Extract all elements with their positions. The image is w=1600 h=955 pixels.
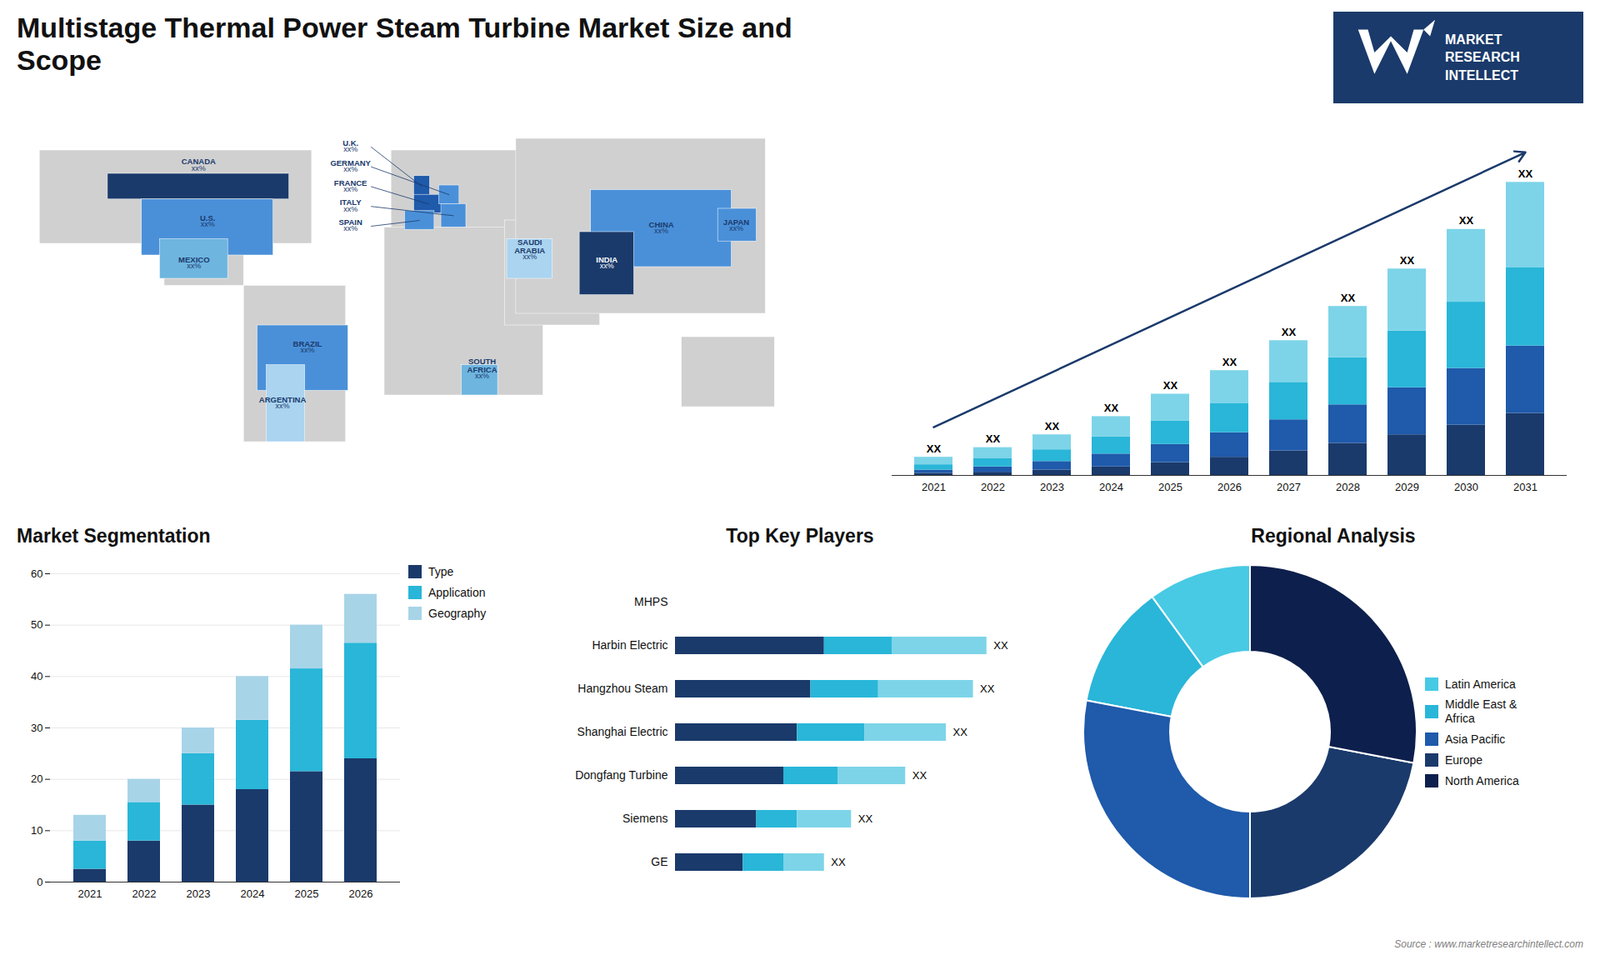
svg-text:xx%: xx% bbox=[300, 345, 315, 355]
svg-text:2028: 2028 bbox=[1335, 480, 1360, 494]
svg-text:2022: 2022 bbox=[132, 887, 157, 900]
svg-text:XX: XX bbox=[953, 725, 969, 739]
svg-text:0: 0 bbox=[36, 875, 43, 889]
svg-text:Harbin Electric: Harbin Electric bbox=[591, 638, 668, 652]
svg-text:XX: XX bbox=[993, 639, 1009, 652]
svg-text:xx%: xx% bbox=[522, 252, 537, 261]
svg-text:60: 60 bbox=[30, 567, 43, 580]
svg-text:XX: XX bbox=[1459, 214, 1475, 227]
svg-text:2021: 2021 bbox=[78, 887, 103, 900]
svg-text:GE: GE bbox=[650, 855, 668, 869]
svg-text:Hangzhou Steam: Hangzhou Steam bbox=[577, 681, 668, 695]
svg-text:30: 30 bbox=[30, 721, 43, 735]
svg-text:2021: 2021 bbox=[921, 480, 946, 494]
svg-text:2031: 2031 bbox=[1513, 480, 1538, 494]
svg-text:xx%: xx% bbox=[275, 401, 290, 410]
svg-text:xx%: xx% bbox=[343, 165, 358, 174]
svg-text:2025: 2025 bbox=[1158, 480, 1183, 494]
svg-text:2024: 2024 bbox=[1099, 480, 1124, 494]
svg-text:xx%: xx% bbox=[200, 220, 215, 229]
svg-text:XX: XX bbox=[1281, 325, 1297, 339]
svg-text:XX: XX bbox=[1400, 254, 1415, 267]
svg-text:20: 20 bbox=[30, 772, 43, 785]
svg-text:xx%: xx% bbox=[343, 224, 358, 233]
svg-text:xx%: xx% bbox=[600, 261, 615, 270]
svg-text:2022: 2022 bbox=[980, 480, 1005, 494]
svg-text:Shanghai Electric: Shanghai Electric bbox=[577, 725, 669, 739]
svg-text:XX: XX bbox=[985, 432, 1001, 445]
svg-text:XX: XX bbox=[1045, 420, 1060, 433]
svg-text:xx%: xx% bbox=[343, 145, 358, 154]
svg-text:Dongfang Turbine: Dongfang Turbine bbox=[575, 768, 669, 782]
svg-text:xx%: xx% bbox=[343, 185, 358, 194]
svg-text:2027: 2027 bbox=[1276, 480, 1301, 494]
svg-text:xx%: xx% bbox=[475, 371, 490, 380]
svg-text:2029: 2029 bbox=[1395, 480, 1420, 494]
svg-text:XX: XX bbox=[912, 769, 928, 782]
svg-text:50: 50 bbox=[30, 618, 43, 631]
svg-text:2025: 2025 bbox=[295, 887, 320, 900]
svg-text:XX: XX bbox=[830, 855, 846, 869]
svg-text:2023: 2023 bbox=[186, 887, 211, 900]
svg-text:XX: XX bbox=[1222, 355, 1238, 369]
svg-text:XX: XX bbox=[980, 682, 995, 695]
svg-text:xx%: xx% bbox=[186, 261, 201, 270]
svg-text:XX: XX bbox=[1518, 167, 1534, 180]
svg-text:40: 40 bbox=[30, 670, 43, 683]
svg-text:XX: XX bbox=[926, 442, 942, 455]
svg-text:xx%: xx% bbox=[654, 226, 669, 235]
svg-text:Siemens: Siemens bbox=[622, 811, 668, 825]
svg-text:XX: XX bbox=[1340, 291, 1356, 305]
svg-text:XX: XX bbox=[1104, 401, 1120, 415]
svg-text:2023: 2023 bbox=[1040, 480, 1065, 494]
svg-text:2026: 2026 bbox=[349, 887, 374, 900]
svg-text:xx%: xx% bbox=[729, 224, 744, 233]
svg-text:XX: XX bbox=[1163, 379, 1179, 392]
svg-text:2026: 2026 bbox=[1217, 480, 1242, 494]
svg-text:10: 10 bbox=[30, 824, 43, 837]
svg-text:xx%: xx% bbox=[343, 205, 358, 214]
svg-text:XX: XX bbox=[858, 812, 874, 825]
svg-text:2030: 2030 bbox=[1454, 480, 1479, 494]
svg-text:2024: 2024 bbox=[240, 887, 265, 900]
svg-text:xx%: xx% bbox=[191, 164, 206, 173]
svg-text:MHPS: MHPS bbox=[634, 595, 668, 609]
